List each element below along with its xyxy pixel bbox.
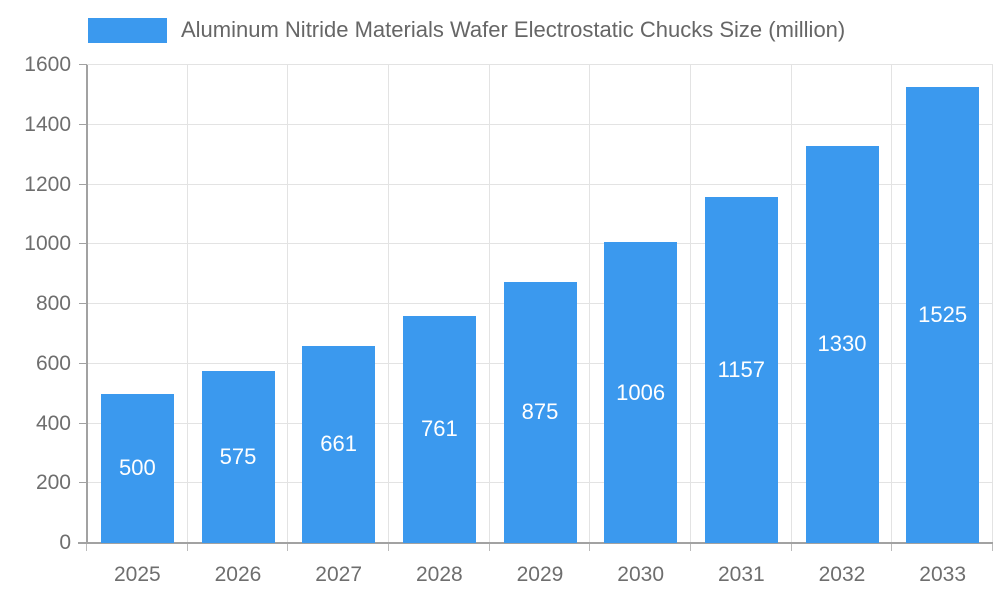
bar-2031[interactable]: 1157 [704, 197, 778, 543]
x-axis-label: 2032 [818, 563, 866, 586]
bar-value-label: 1006 [616, 379, 666, 405]
bar-2033[interactable]: 1525 [906, 87, 980, 543]
x-axis-label: 2029 [516, 563, 564, 586]
y-axis-label: 1400 [24, 112, 71, 136]
y-axis-label: 200 [35, 471, 71, 495]
y-axis-label: 600 [35, 351, 71, 375]
legend-swatch-icon[interactable] [88, 17, 167, 43]
bar-value-label: 500 [118, 455, 156, 481]
y-axis-tick [79, 422, 87, 424]
y-axis-label: 1200 [24, 172, 71, 196]
bar-2025[interactable]: 500 [100, 393, 174, 543]
y-axis-label: 0 [59, 531, 71, 554]
y-axis-tick [79, 123, 87, 125]
bar-2027[interactable]: 661 [302, 345, 376, 543]
y-axis-tick [79, 362, 87, 364]
x-axis-tick [287, 543, 289, 551]
y-axis-label: 1000 [24, 232, 71, 256]
x-axis-label: 2030 [617, 563, 665, 586]
x-axis-tick [388, 543, 389, 551]
y-axis-tick [79, 183, 87, 185]
x-gridline [690, 65, 691, 543]
legend-label[interactable]: Aluminum Nitride Materials Wafer Electro… [181, 17, 846, 42]
x-axis-label: 2033 [919, 563, 967, 586]
x-gridline [488, 65, 490, 543]
x-axis-label: 2031 [717, 563, 765, 586]
y-gridline [87, 183, 993, 185]
x-axis-tick [690, 543, 691, 551]
bar-2032[interactable]: 1330 [805, 145, 879, 543]
y-axis-label: 1600 [24, 53, 71, 76]
bar-2026[interactable]: 575 [201, 371, 275, 543]
y-axis-tick [79, 64, 87, 65]
x-axis-label: 2025 [113, 563, 161, 586]
x-axis-label: 2027 [315, 563, 363, 586]
y-axis-tick [79, 243, 87, 245]
y-axis-label: 400 [35, 411, 71, 435]
y-gridline [87, 243, 993, 245]
bar-value-label: 761 [420, 416, 458, 442]
y-axis-tick [79, 482, 87, 484]
x-gridline [891, 65, 893, 543]
x-axis-label: 2026 [214, 563, 262, 586]
x-axis-tick [86, 543, 87, 551]
x-axis-tick [891, 543, 893, 551]
x-gridline [388, 65, 389, 543]
x-axis-tick [186, 543, 188, 551]
x-axis-tick [589, 543, 591, 551]
y-axis-line [86, 65, 88, 543]
bar-value-label: 875 [521, 399, 559, 425]
y-gridline [87, 123, 993, 125]
x-axis-line [78, 542, 993, 544]
bar-2029[interactable]: 875 [503, 281, 577, 543]
y-axis-tick [79, 303, 87, 304]
x-gridline [992, 65, 993, 543]
x-gridline [186, 65, 188, 543]
y-gridline [87, 64, 993, 65]
x-axis-tick [992, 543, 993, 551]
x-axis-tick [790, 543, 792, 551]
bar-value-label: 661 [320, 431, 358, 457]
bar-value-label: 1157 [717, 357, 765, 383]
bar-value-label: 1525 [918, 302, 968, 328]
y-axis-label: 800 [35, 292, 71, 315]
legend[interactable]: Aluminum Nitride Materials Wafer Electro… [88, 17, 845, 43]
bar-value-label: 575 [219, 444, 257, 470]
x-gridline [790, 65, 792, 543]
x-gridline [287, 65, 289, 543]
bar-2030[interactable]: 1006 [604, 242, 678, 543]
x-axis-label: 2028 [415, 563, 463, 586]
x-axis-tick [488, 543, 490, 551]
bar-value-label: 1330 [817, 331, 867, 357]
x-gridline [589, 65, 591, 543]
bar-2028[interactable]: 761 [402, 315, 476, 543]
